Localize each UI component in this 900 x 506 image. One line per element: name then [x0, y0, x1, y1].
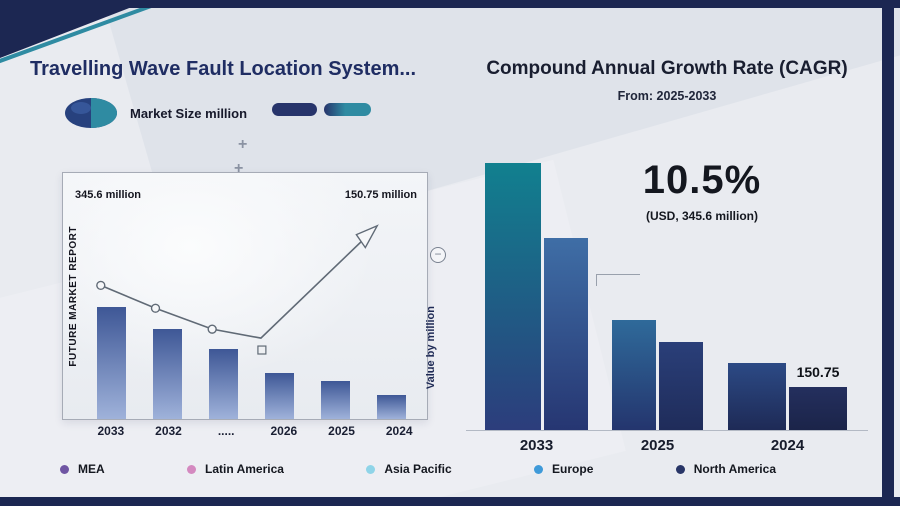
cagr-note: (USD, 345.6 million)	[645, 209, 759, 223]
cylinder-chart-icon	[65, 98, 117, 128]
cagr-bar-2025-2	[659, 342, 703, 430]
legend-dot-icon	[60, 464, 69, 474]
cagr-block: 10.5% (USD, 345.6 million)	[592, 158, 812, 223]
cagr-bar-2025-1	[612, 320, 656, 430]
legend-label: MEA	[78, 462, 105, 476]
left-x-labels: 2033 2032..... 2026 2025 2024	[82, 424, 428, 438]
cagr-bar-2033-2	[544, 238, 588, 430]
legend-item-north-america: North America	[675, 462, 776, 476]
market-size-bar-2026	[264, 373, 294, 419]
teal-pill-icon	[324, 103, 371, 116]
left-bars-row	[83, 203, 419, 419]
legend-label: North America	[693, 462, 776, 476]
rising-arrow-icon	[355, 224, 379, 249]
legend-label: Europe	[552, 462, 594, 476]
left-chart-box: 345.6 million 150.75 million FUTURE MARK…	[62, 172, 428, 420]
right-chart-header: Compound Annual Growth Rate (CAGR) From:…	[462, 58, 872, 103]
left-x-label: 2032	[155, 424, 182, 438]
left-x-label: .....	[217, 424, 235, 438]
navy-pill-icon	[272, 103, 317, 116]
cagr-bar-group-2025	[612, 320, 703, 430]
left-bar-cell	[363, 203, 419, 419]
legend-dot-icon	[675, 464, 685, 474]
market-size-bar-2024	[376, 395, 406, 419]
left-chart-title: Travelling Wave Fault Location System...	[30, 58, 417, 80]
bottom-frame-bar	[0, 497, 900, 506]
line-marker	[150, 303, 161, 313]
right-chart-subtitle: From: 2025-2033	[617, 89, 717, 103]
market-size-legend-label: Market Size million	[130, 105, 248, 121]
plus-icon: +	[238, 136, 248, 153]
cagr-value: 10.5%	[642, 158, 762, 202]
legend-dot-icon	[366, 464, 376, 474]
legend-dot-icon	[187, 464, 197, 474]
left-bar-cell	[139, 203, 195, 419]
left-x-label: 2024	[385, 424, 413, 438]
market-size-bar-2032	[152, 329, 182, 419]
left-x-label: 2033	[97, 424, 125, 438]
right-endpoint-value: 150.75 million	[344, 189, 417, 201]
market-size-bar-.....	[208, 349, 238, 419]
step-line-decoration	[596, 274, 640, 286]
left-endpoint-value: 345.6 million	[75, 189, 142, 201]
value-annotation: 150.75	[796, 364, 840, 380]
market-size-legend: Market Size million	[64, 96, 247, 130]
minus-circle-icon: −	[430, 247, 446, 263]
right-y-axis-label-text: Value by million	[425, 306, 437, 390]
left-bar-cell	[251, 203, 307, 419]
line-marker	[207, 324, 217, 334]
line-marker	[96, 280, 106, 291]
legend-item-mea: MEA	[60, 462, 105, 476]
toggle-pills-decoration	[272, 103, 371, 116]
cagr-bar-2024-1	[728, 363, 786, 430]
right-chart-baseline	[466, 430, 868, 431]
legend-item-europe: Europe	[534, 462, 593, 476]
right-x-label-2024: 2024	[770, 437, 805, 454]
legend-item-latin-america: Latin America	[187, 462, 284, 476]
right-x-label-2025: 2025	[640, 437, 675, 454]
left-x-label: 2025	[328, 424, 355, 438]
left-x-label: 2026	[270, 424, 298, 438]
legend-dot-icon	[534, 464, 544, 474]
region-legend: MEA Latin America Asia Pacific Europe North …	[60, 462, 776, 476]
cagr-bar-group-2033	[485, 163, 588, 430]
right-chart-title: Compound Annual Growth Rate (CAGR)	[486, 58, 848, 79]
plus-icon: +	[234, 160, 244, 177]
top-frame-bar	[0, 0, 900, 8]
right-bars-area: 150.75 2033 2025 2024	[466, 150, 868, 454]
right-x-label-2033: 2033	[519, 437, 554, 454]
market-size-bar-2033	[96, 307, 126, 419]
left-bar-cell	[307, 203, 363, 419]
right-y-axis-label: Value by million	[425, 278, 437, 418]
left-bar-cell	[195, 203, 251, 419]
left-bar-cell	[83, 203, 139, 419]
legend-label: Latin America	[205, 462, 284, 476]
square-marker	[257, 345, 267, 355]
legend-label: Asia Pacific	[384, 462, 452, 476]
cagr-bar-2033-1	[485, 163, 541, 430]
cagr-bar-2024-2	[789, 387, 847, 430]
cagr-bar-group-2024	[728, 363, 847, 430]
trend-line-arrow	[96, 224, 379, 355]
legend-item-asia-pacific: Asia Pacific	[366, 462, 452, 476]
market-size-bar-2025	[320, 381, 350, 419]
right-frame-bar	[882, 0, 894, 506]
